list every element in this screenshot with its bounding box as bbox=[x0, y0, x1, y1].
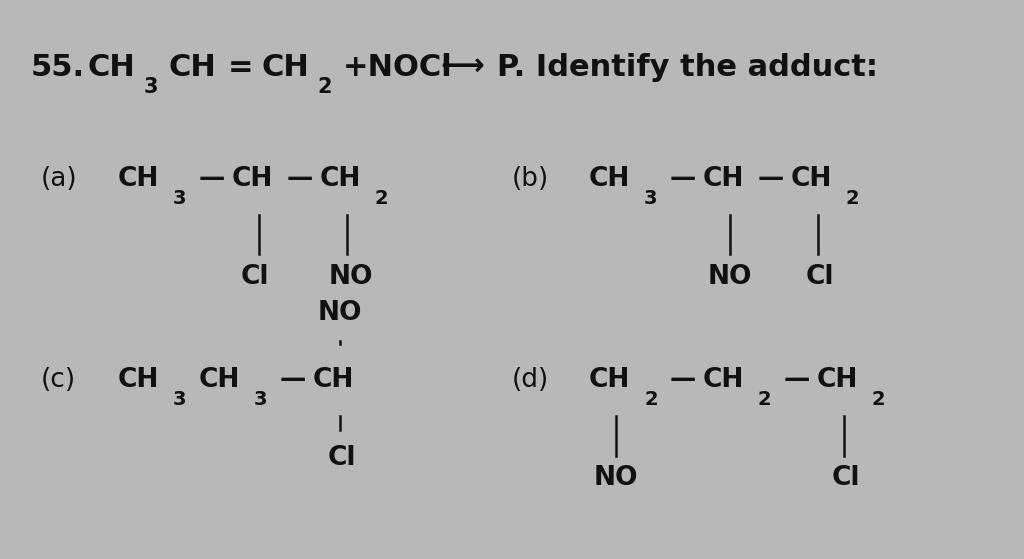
Text: 3: 3 bbox=[173, 390, 186, 409]
Text: Cl: Cl bbox=[241, 264, 269, 290]
Text: 2: 2 bbox=[375, 189, 388, 208]
Text: CH: CH bbox=[589, 367, 630, 393]
Text: 3: 3 bbox=[143, 77, 158, 97]
Text: 2: 2 bbox=[871, 390, 885, 409]
Text: —: — bbox=[199, 166, 225, 192]
Text: CH: CH bbox=[589, 166, 630, 192]
Text: CH: CH bbox=[791, 166, 831, 192]
Text: —: — bbox=[758, 166, 784, 192]
Text: CH: CH bbox=[261, 53, 309, 82]
Text: ⟶: ⟶ bbox=[440, 53, 484, 82]
Text: 2: 2 bbox=[846, 189, 859, 208]
Text: 3: 3 bbox=[173, 189, 186, 208]
Text: —: — bbox=[670, 367, 696, 393]
Text: 55.: 55. bbox=[31, 53, 85, 82]
Text: +NOCl: +NOCl bbox=[343, 53, 453, 82]
Text: —: — bbox=[783, 367, 810, 393]
Text: CH: CH bbox=[312, 367, 353, 393]
Text: (c): (c) bbox=[41, 367, 76, 393]
Text: CH: CH bbox=[231, 166, 272, 192]
Text: 3: 3 bbox=[254, 390, 267, 409]
Text: 2: 2 bbox=[317, 77, 332, 97]
Text: CH: CH bbox=[319, 166, 360, 192]
Text: P. Identify the adduct:: P. Identify the adduct: bbox=[497, 53, 878, 82]
Text: —: — bbox=[287, 166, 313, 192]
Text: —: — bbox=[280, 367, 306, 393]
Text: CH: CH bbox=[118, 367, 159, 393]
Text: (d): (d) bbox=[512, 367, 549, 393]
Text: CH: CH bbox=[199, 367, 240, 393]
Text: =: = bbox=[227, 53, 253, 82]
Text: CH: CH bbox=[87, 53, 135, 82]
Text: NO: NO bbox=[329, 264, 373, 290]
Text: (b): (b) bbox=[512, 166, 549, 192]
Text: —: — bbox=[670, 166, 696, 192]
Text: CH: CH bbox=[816, 367, 857, 393]
Text: CH: CH bbox=[118, 166, 159, 192]
Text: NO: NO bbox=[317, 300, 361, 326]
Text: NO: NO bbox=[708, 264, 752, 290]
Text: CH: CH bbox=[702, 367, 743, 393]
Text: CH: CH bbox=[702, 166, 743, 192]
Text: (a): (a) bbox=[41, 166, 78, 192]
Text: 2: 2 bbox=[758, 390, 771, 409]
Text: CH: CH bbox=[169, 53, 217, 82]
Text: Cl: Cl bbox=[831, 465, 860, 491]
Text: 2: 2 bbox=[644, 390, 657, 409]
Text: Cl: Cl bbox=[328, 446, 356, 471]
Text: NO: NO bbox=[594, 465, 638, 491]
Text: 3: 3 bbox=[644, 189, 657, 208]
Text: Cl: Cl bbox=[806, 264, 835, 290]
